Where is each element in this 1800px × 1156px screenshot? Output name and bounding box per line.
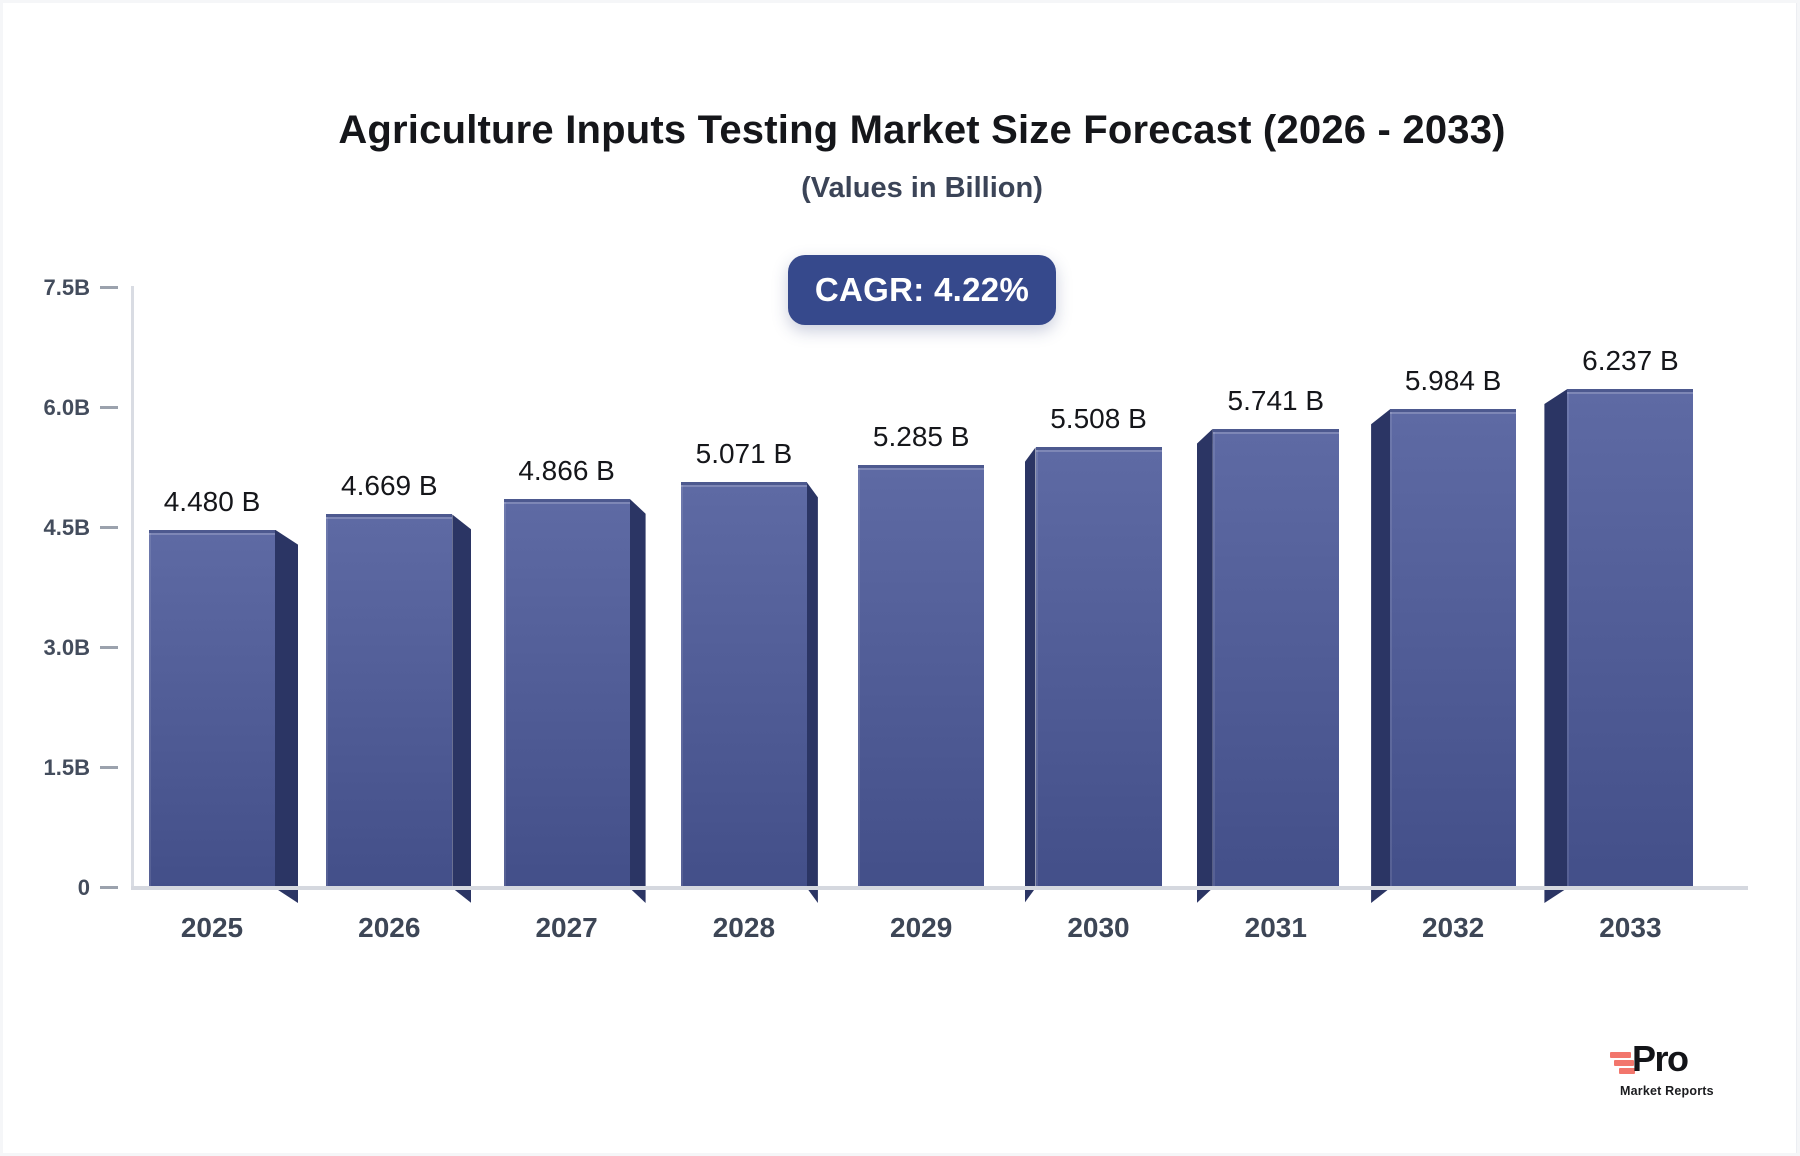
bar-value-label-2029: 5.285 B xyxy=(872,421,970,453)
logo-flag-bar-icon xyxy=(1614,1060,1634,1066)
bar-side-face-2026 xyxy=(452,514,471,903)
bar-value-label-2028: 5.071 B xyxy=(695,438,793,470)
bar-side-face-2030 xyxy=(1025,447,1036,903)
y-axis-line xyxy=(131,286,134,890)
bar-value-label-2032: 5.984 B xyxy=(1404,365,1502,397)
logo-tagline: Market Reports xyxy=(1620,1084,1714,1098)
y-axis-tick-label: 1.5B xyxy=(43,755,90,780)
x-axis-label-2031: 2031 xyxy=(1244,912,1307,943)
bar-value-label-2027: 4.866 B xyxy=(518,454,615,486)
y-axis-tick-mark xyxy=(100,646,118,649)
bar-value-label-2031: 5.741 B xyxy=(1227,384,1325,416)
bar-side-face-2025 xyxy=(275,530,298,903)
logo-pro-market-reports: Pro Market Reports xyxy=(1608,1038,1768,1114)
bar-2031 xyxy=(1212,428,1339,888)
y-axis-tick-mark xyxy=(100,526,118,529)
bar-side-face-2027 xyxy=(630,499,646,903)
bar-2029 xyxy=(858,465,985,888)
x-axis-label-2025: 2025 xyxy=(180,912,244,943)
bar-2028 xyxy=(680,482,807,888)
x-axis-label-2032: 2032 xyxy=(1421,912,1485,943)
y-axis-tick-mark xyxy=(100,286,118,289)
y-axis-tick-label: 4.5B xyxy=(43,515,90,540)
bar-value-label-2033: 6.237 B xyxy=(1582,345,1679,377)
bar-value-label-2030: 5.508 B xyxy=(1050,403,1147,435)
x-axis-label-2027: 2027 xyxy=(535,912,598,943)
bar-side-face-2028 xyxy=(807,482,818,903)
logo-name: Pro xyxy=(1632,1038,1689,1079)
bar-2027 xyxy=(503,498,630,888)
x-axis-label-2030: 2030 xyxy=(1067,912,1130,943)
y-axis-tick-label: 6.0B xyxy=(43,395,90,420)
y-axis-tick-label: 3.0B xyxy=(43,635,90,660)
logo-flag-bar-icon xyxy=(1610,1052,1631,1058)
bar-2032 xyxy=(1390,409,1517,888)
bar-value-label-2026: 4.669 B xyxy=(341,470,438,502)
bar-side-face-2031 xyxy=(1197,429,1213,903)
cagr-badge: CAGR: 4.22% xyxy=(788,255,1056,325)
y-axis-tick-mark xyxy=(100,406,118,409)
y-axis-tick-label: 0 xyxy=(77,875,90,900)
x-axis-label-2026: 2026 xyxy=(358,912,421,943)
bar-2025 xyxy=(149,529,275,888)
bar-value-label-2025: 4.480 B xyxy=(163,485,261,517)
y-axis-tick-mark xyxy=(100,766,118,769)
bar-side-face-2032 xyxy=(1371,409,1390,903)
x-axis-label-2033: 2033 xyxy=(1599,912,1662,943)
chart-subtitle: (Values in Billion) xyxy=(801,172,1043,204)
y-axis-tick-mark xyxy=(100,886,118,889)
x-axis-line xyxy=(131,886,1748,890)
cagr-badge-label: CAGR: 4.22% xyxy=(814,271,1030,308)
chart-title: Agriculture Inputs Testing Market Size F… xyxy=(338,108,1506,152)
bar-2030 xyxy=(1035,447,1162,888)
logo-flag-bar-icon xyxy=(1619,1068,1635,1074)
x-axis-label-2029: 2029 xyxy=(890,912,953,943)
y-axis-tick-label: 7.5B xyxy=(43,275,90,300)
bar-2033 xyxy=(1567,389,1694,888)
x-axis-label-2028: 2028 xyxy=(712,912,776,943)
bar-side-face-2033 xyxy=(1544,389,1567,903)
bar-2026 xyxy=(326,514,453,888)
